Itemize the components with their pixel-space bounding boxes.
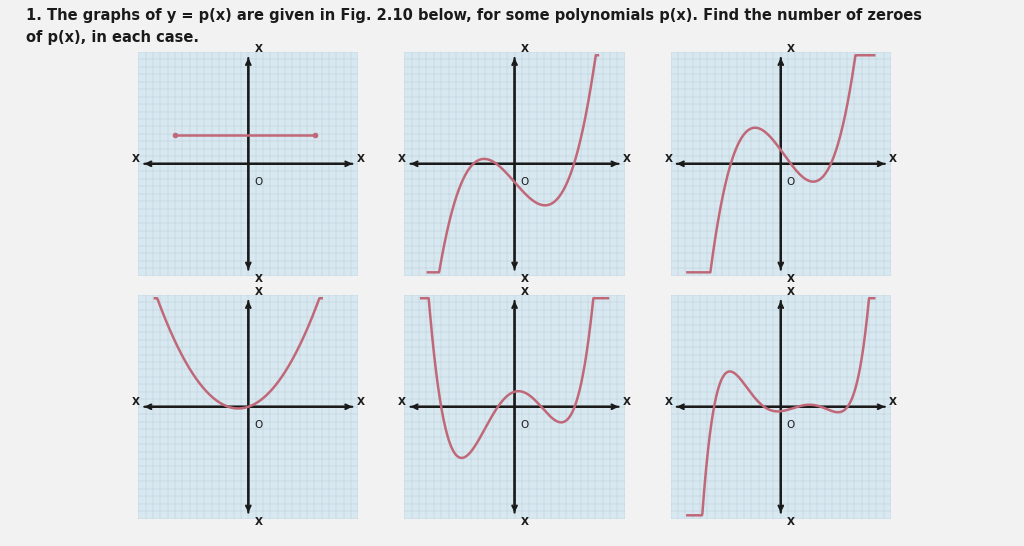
Text: X: X <box>356 397 365 407</box>
Text: X: X <box>665 397 673 407</box>
Text: X: X <box>786 274 795 284</box>
Text: X: X <box>623 154 631 164</box>
Text: X: X <box>786 287 795 296</box>
Text: X: X <box>254 287 262 296</box>
Text: O: O <box>786 420 795 430</box>
Text: X: X <box>520 274 528 284</box>
Text: O: O <box>254 177 262 187</box>
Text: O: O <box>520 177 528 187</box>
Text: X: X <box>132 397 140 407</box>
Text: X: X <box>254 44 262 54</box>
Text: X: X <box>520 287 528 296</box>
Text: X: X <box>254 517 262 527</box>
Text: X: X <box>889 154 897 164</box>
Text: X: X <box>786 44 795 54</box>
Text: X: X <box>356 154 365 164</box>
Text: X: X <box>254 274 262 284</box>
Text: X: X <box>398 154 407 164</box>
Text: O: O <box>520 420 528 430</box>
Text: of p(x), in each case.: of p(x), in each case. <box>26 30 199 45</box>
Text: X: X <box>398 397 407 407</box>
Text: X: X <box>520 44 528 54</box>
Text: X: X <box>623 397 631 407</box>
Text: O: O <box>786 177 795 187</box>
Text: X: X <box>889 397 897 407</box>
Text: X: X <box>520 517 528 527</box>
Text: O: O <box>254 420 262 430</box>
Text: X: X <box>132 154 140 164</box>
Text: X: X <box>665 154 673 164</box>
Text: X: X <box>786 517 795 527</box>
Text: 1. The graphs of y = p(x) are given in Fig. 2.10 below, for some polynomials p(x: 1. The graphs of y = p(x) are given in F… <box>26 8 922 23</box>
